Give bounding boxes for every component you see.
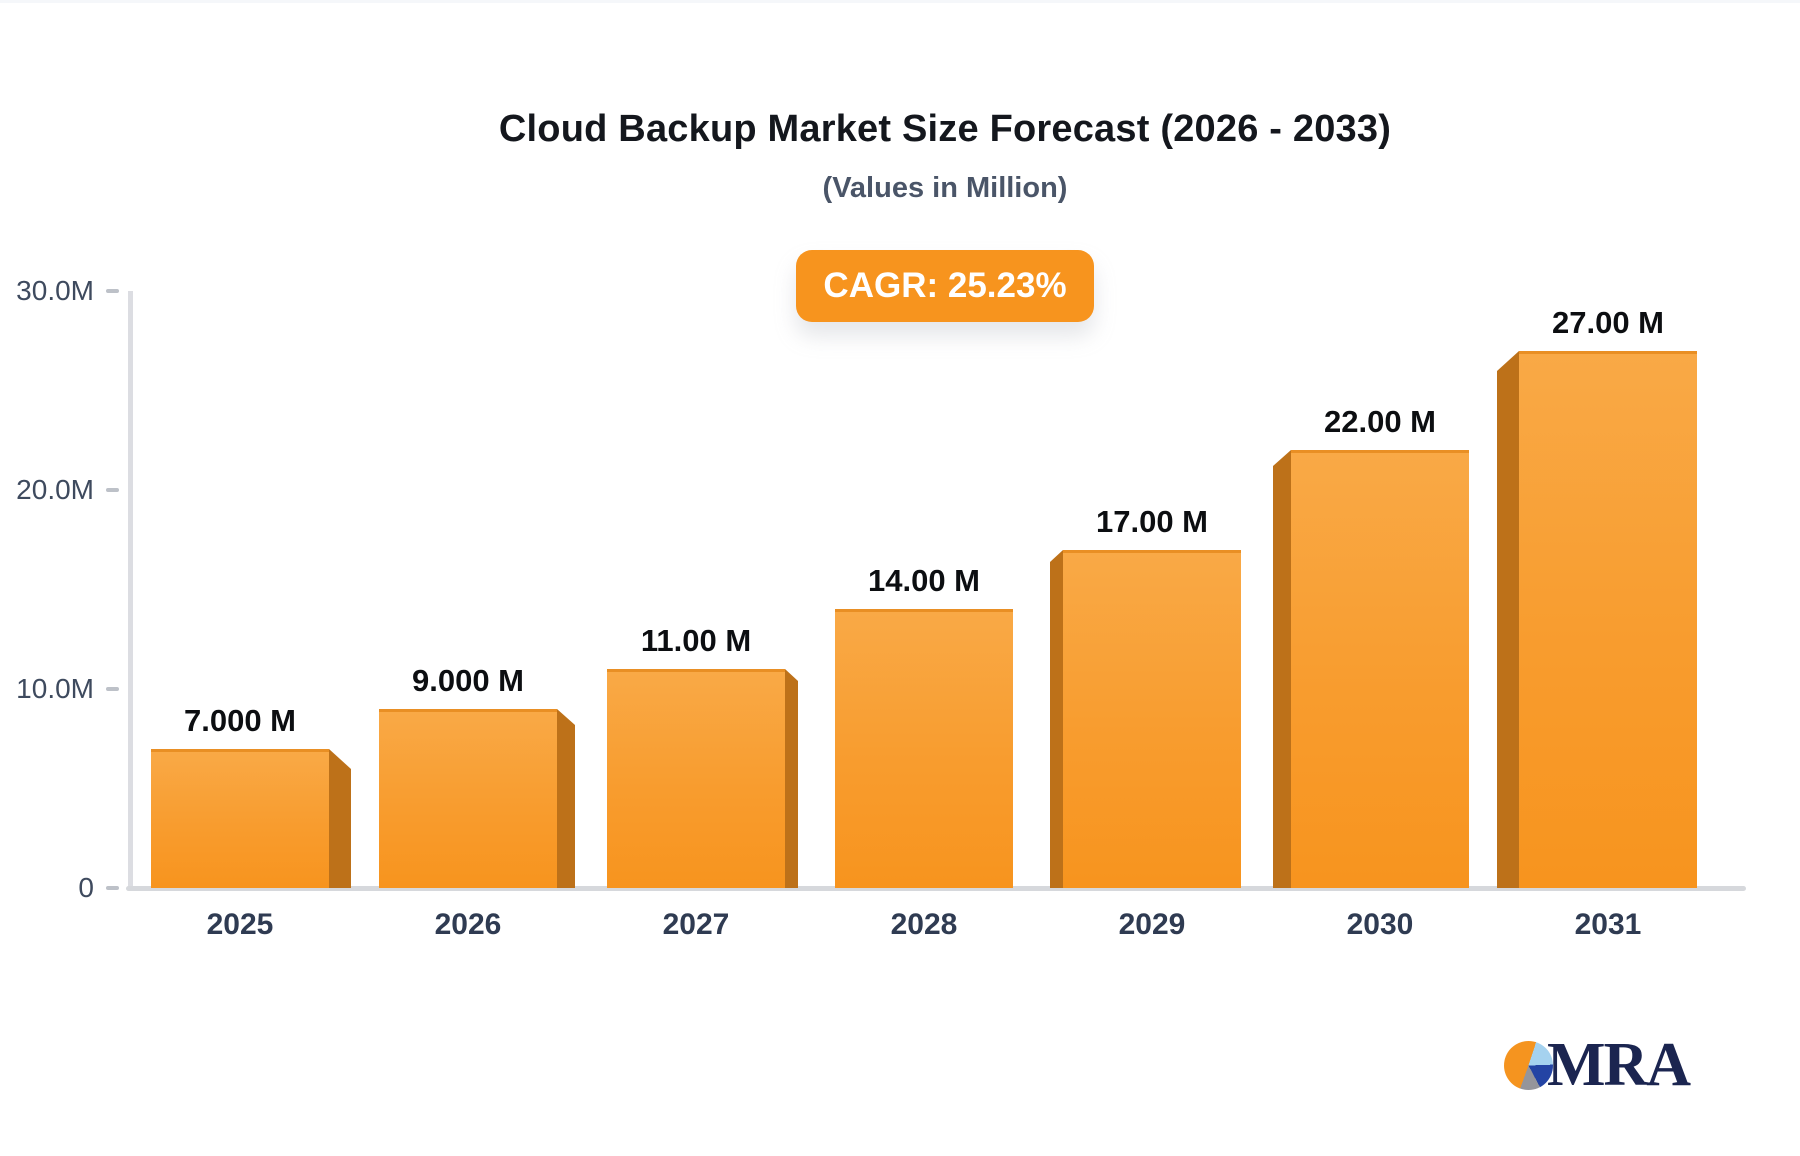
- page-top-edge: [0, 0, 1800, 3]
- bar-face: [607, 669, 785, 888]
- logo-pie-chart-icon: [1504, 1040, 1553, 1090]
- x-axis-year-label: 2030: [1346, 908, 1414, 941]
- y-tick-label: 20.0M: [16, 474, 94, 505]
- x-axis-year-label: 2026: [434, 908, 502, 941]
- logo-text: MRA: [1547, 1030, 1691, 1099]
- chart-subtitle: (Values in Million): [822, 172, 1068, 204]
- y-tick-label: 0: [78, 872, 94, 903]
- bar-2025[interactable]: [151, 749, 351, 888]
- bar-value-label: 17.00 M: [1095, 504, 1209, 539]
- bar-face: [1063, 550, 1241, 888]
- bar-face: [1291, 450, 1469, 888]
- mra-logo: MRA: [1504, 1030, 1691, 1099]
- bar-value-label: 22.00 M: [1323, 404, 1437, 439]
- bar-value-label: 27.00 M: [1551, 305, 1665, 340]
- bar-3d-side: [557, 709, 575, 888]
- y-tick-label: 30.0M: [16, 275, 94, 306]
- y-tick-mark: [106, 289, 119, 293]
- bar-value-label: 11.00 M: [640, 623, 752, 658]
- bar-value-label: 14.00 M: [867, 563, 981, 598]
- bar-3d-side: [1497, 351, 1519, 888]
- x-axis-year-label: 2031: [1574, 908, 1642, 941]
- bar-3d-side: [1273, 450, 1291, 888]
- y-tick-mark: [106, 687, 119, 691]
- bar-2028[interactable]: [835, 609, 1013, 888]
- cagr-badge: CAGR: 25.23%: [796, 250, 1094, 322]
- x-axis-line: [126, 886, 1746, 891]
- chart-title: Cloud Backup Market Size Forecast (2026 …: [498, 108, 1392, 150]
- bar-2029[interactable]: [1050, 550, 1241, 888]
- bar-3d-side: [1050, 550, 1063, 888]
- y-axis-line: [128, 291, 133, 888]
- bar-2027[interactable]: [607, 669, 798, 888]
- x-axis-year-label: 2028: [890, 908, 958, 941]
- bar-value-label: 9.000 M: [411, 663, 525, 698]
- y-tick-mark: [106, 488, 119, 492]
- bar-face: [151, 749, 329, 888]
- bar-face: [1519, 351, 1697, 888]
- bar-3d-side: [785, 669, 798, 888]
- bar-2031[interactable]: [1497, 351, 1697, 888]
- bar-2026[interactable]: [379, 709, 575, 888]
- bar-3d-side: [329, 749, 351, 888]
- y-tick-label: 10.0M: [16, 673, 94, 704]
- bar-value-label: 7.000 M: [183, 703, 297, 738]
- bar-face: [835, 609, 1013, 888]
- y-tick-mark: [106, 886, 119, 890]
- x-axis-year-label: 2027: [662, 908, 730, 941]
- bar-2030[interactable]: [1273, 450, 1469, 888]
- cagr-badge-wrap: CAGR: 25.23%: [128, 250, 1762, 322]
- x-axis-year-label: 2025: [206, 908, 274, 941]
- x-axis-year-label: 2029: [1118, 908, 1186, 941]
- bar-face: [379, 709, 557, 888]
